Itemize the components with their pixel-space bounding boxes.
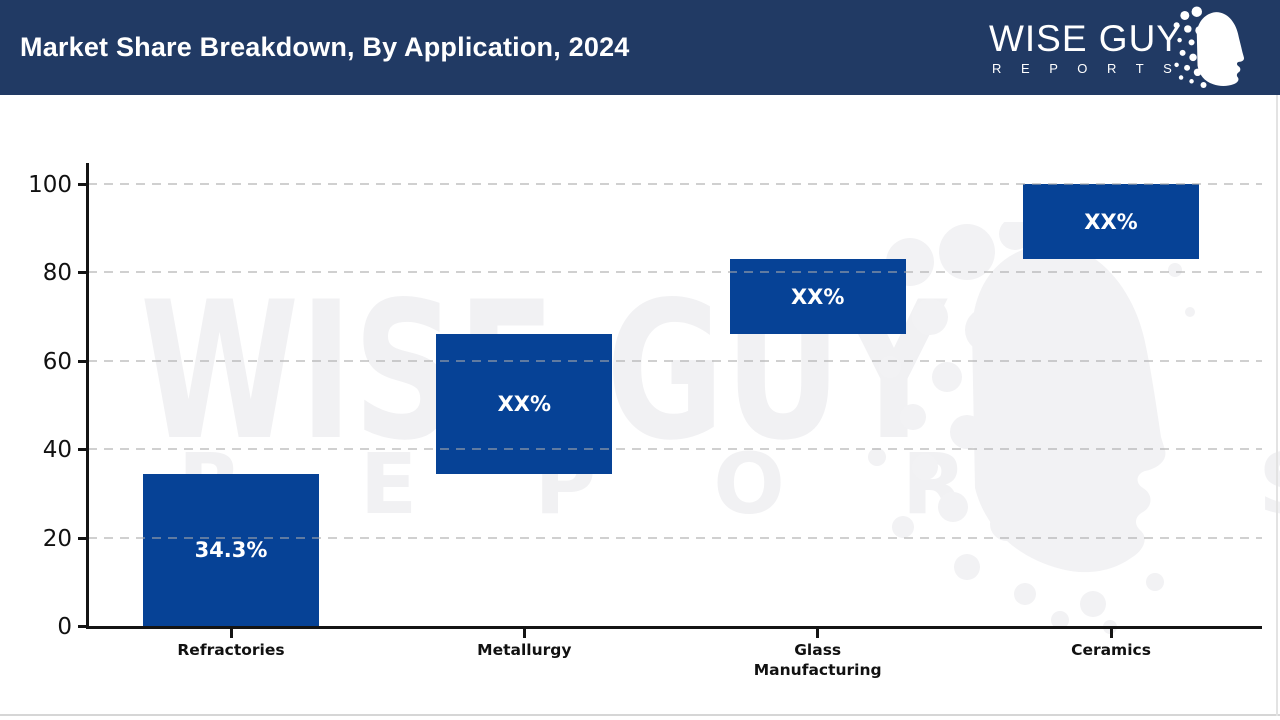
- gridline: [88, 183, 1262, 185]
- x-axis-tick: [816, 629, 820, 638]
- y-axis-tick: [78, 271, 86, 275]
- y-axis-tick: [78, 359, 86, 363]
- y-axis-tick: [78, 536, 86, 540]
- bar-value-label: XX%: [497, 392, 552, 417]
- x-category-label: Refractories: [177, 641, 285, 659]
- y-tick-label: 40: [42, 437, 72, 464]
- bar-value-label: XX%: [1084, 209, 1138, 234]
- bar-refractories: [143, 474, 319, 626]
- gridline: [88, 359, 1262, 362]
- logo-wordmark: WISE GUY: [988, 17, 1182, 59]
- logo-head-icon: [1173, 5, 1245, 88]
- right-border: [1276, 95, 1278, 716]
- x-category-label: Metallurgy: [477, 641, 572, 659]
- x-category-label: Ceramics: [1071, 641, 1151, 659]
- x-axis-tick: [522, 629, 526, 638]
- gridline: [88, 536, 1262, 539]
- bar-ceramics: [1023, 184, 1199, 260]
- y-tick-label: 0: [57, 614, 72, 640]
- x-axis-tick: [1109, 629, 1113, 638]
- x-axis-line: [86, 626, 1262, 629]
- logo-text-block: WISE GUY R E P O R T S: [989, 20, 1182, 76]
- header-bar: Market Share Breakdown, By Application, …: [0, 0, 1280, 95]
- bar-metallurgy: [436, 334, 613, 475]
- y-tick-label: 60: [42, 348, 72, 375]
- x-axis-tick: [229, 629, 233, 638]
- gridline: [88, 271, 1262, 274]
- gridline: [88, 448, 1262, 451]
- chart-title: Market Share Breakdown, By Application, …: [20, 32, 630, 62]
- logo-tagline: R E P O R T S: [991, 60, 1180, 76]
- bottom-border: [0, 714, 1280, 716]
- y-tick-label: 20: [42, 525, 72, 552]
- bar-value-label: XX%: [790, 284, 845, 309]
- watermark-head-icon: [864, 222, 1195, 634]
- y-axis-line: [86, 163, 89, 629]
- y-axis-tick: [78, 625, 86, 628]
- brand-logo: WISE GUY R E P O R T S: [989, 5, 1254, 91]
- x-category-label: Glass Manufacturing: [753, 641, 882, 679]
- bar-value-label: 34.3%: [194, 538, 268, 563]
- y-axis-tick: [78, 448, 86, 452]
- y-axis-tick: [78, 183, 86, 186]
- y-tick-label: 80: [42, 260, 72, 287]
- y-tick-label: 100: [28, 172, 72, 198]
